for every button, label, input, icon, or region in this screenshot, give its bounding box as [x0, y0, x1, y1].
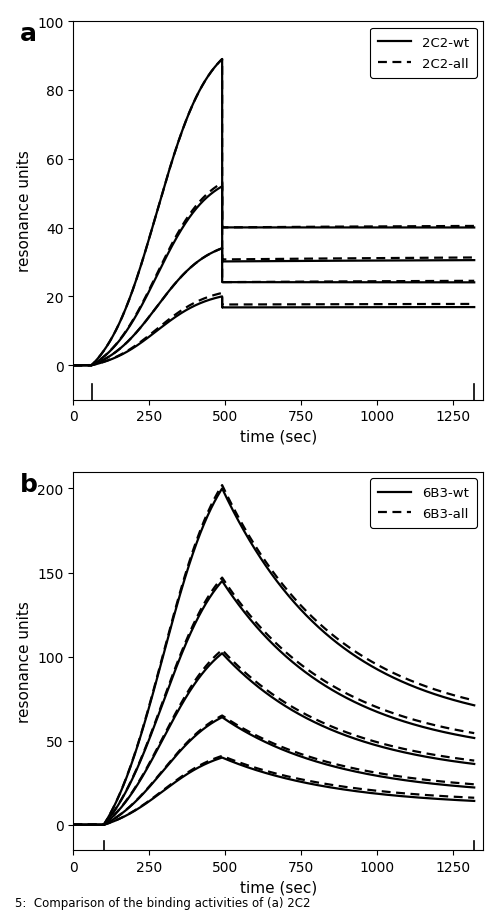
Legend: 6B3-wt, 6B3-all: 6B3-wt, 6B3-all: [370, 478, 476, 528]
Y-axis label: resonance units: resonance units: [16, 600, 32, 722]
Y-axis label: resonance units: resonance units: [16, 150, 32, 272]
X-axis label: time (sec): time (sec): [240, 429, 317, 445]
Text: 5:  Comparison of the binding activities of (a) 2C2: 5: Comparison of the binding activities …: [15, 896, 310, 909]
Text: b: b: [20, 472, 38, 496]
Legend: 2C2-wt, 2C2-all: 2C2-wt, 2C2-all: [370, 29, 476, 78]
Text: a: a: [20, 22, 37, 46]
X-axis label: time (sec): time (sec): [240, 879, 317, 895]
